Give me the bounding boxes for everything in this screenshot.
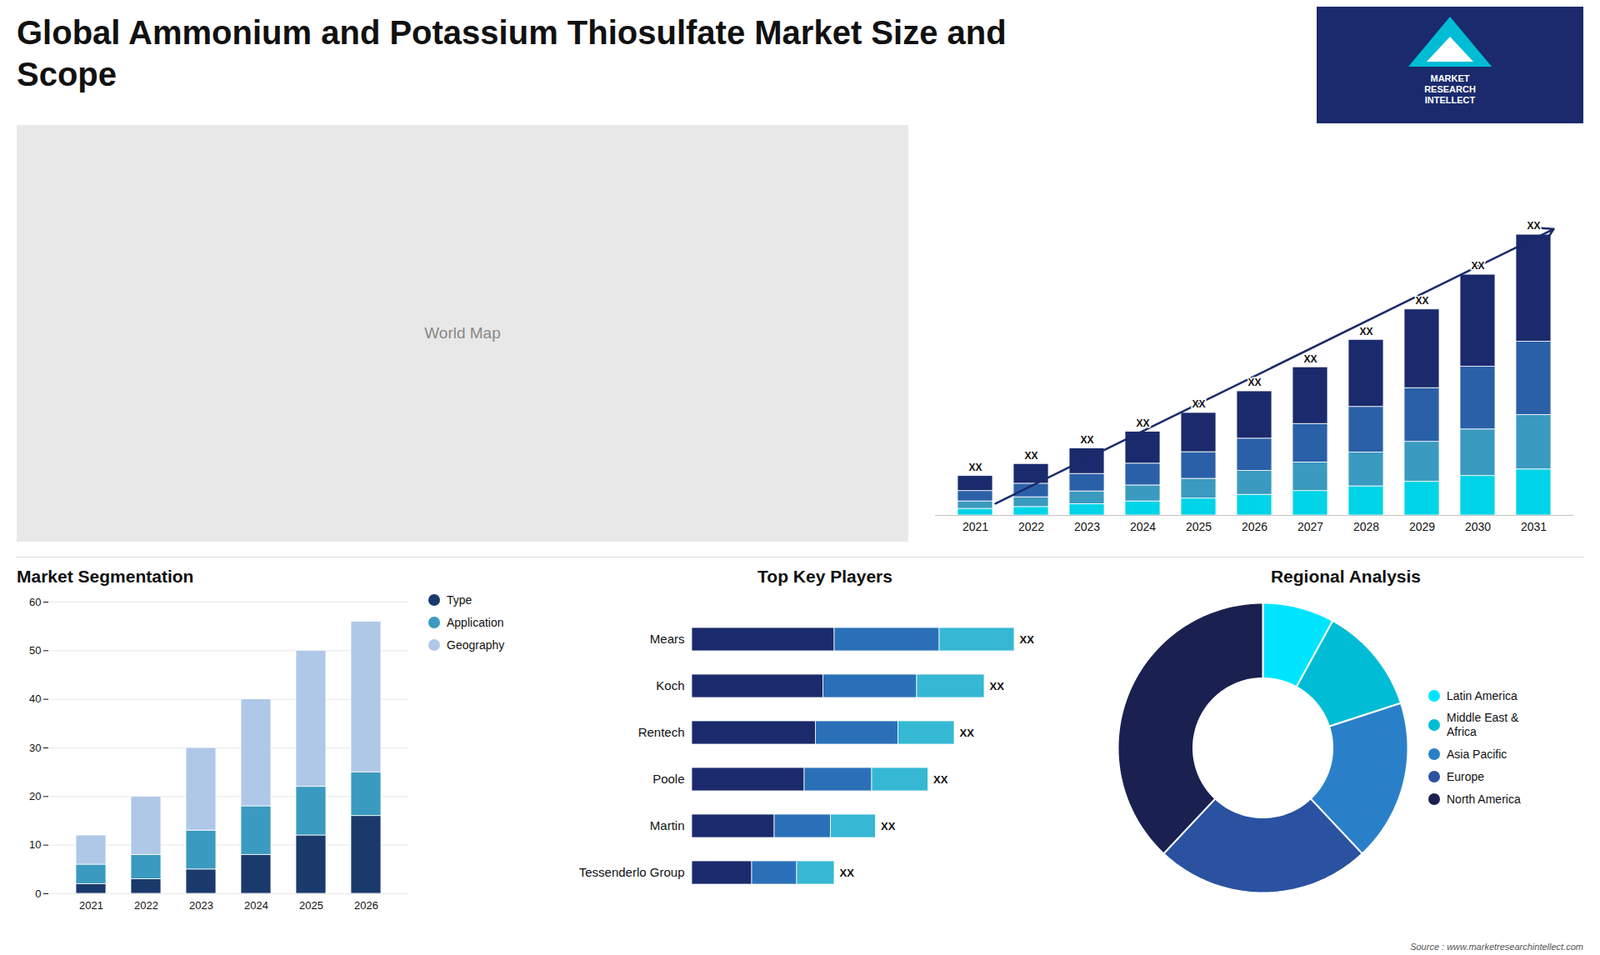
html-text:Application: Application xyxy=(446,615,504,629)
svg-text:Koch: Koch xyxy=(655,678,685,693)
svg-text:XX: XX xyxy=(1470,260,1485,272)
svg-text:XX: XX xyxy=(1020,633,1035,646)
html-text:Europe: Europe xyxy=(1446,769,1485,784)
svg-text:2029: 2029 xyxy=(1409,520,1435,534)
html-text:Type: Type xyxy=(446,593,472,607)
svg-text:2027: 2027 xyxy=(1297,520,1324,534)
svg-text:2021: 2021 xyxy=(962,520,989,534)
svg-text:XX: XX xyxy=(1247,376,1261,389)
svg-text:2021: 2021 xyxy=(79,899,104,912)
svg-text:Poole: Poole xyxy=(652,771,685,786)
html-text:Middle East & Africa: Middle East & Africa xyxy=(1446,711,1519,739)
svg-text:2023: 2023 xyxy=(1074,520,1100,534)
svg-text:2022: 2022 xyxy=(134,899,159,912)
svg-text:XX: XX xyxy=(1303,353,1317,365)
svg-text:XX: XX xyxy=(1359,325,1373,338)
svg-text:50: 50 xyxy=(29,644,41,657)
html-text:MARKET RESEARCH INTELLECT: MARKET RESEARCH INTELLECT xyxy=(1424,73,1476,106)
html-text:Asia Pacific: Asia Pacific xyxy=(1446,747,1507,761)
svg-text:Tessenderlo Group: Tessenderlo Group xyxy=(579,865,685,880)
svg-text:XX: XX xyxy=(960,726,975,740)
svg-text:XX: XX xyxy=(1526,220,1540,232)
svg-text:XX: XX xyxy=(1415,295,1429,307)
html-text:Source : www.marketresearchint: Source : www.marketresearchintellect.com xyxy=(1410,941,1584,952)
svg-text:2022: 2022 xyxy=(1018,520,1045,534)
svg-text:2024: 2024 xyxy=(1130,520,1156,534)
svg-text:XX: XX xyxy=(840,866,855,880)
svg-text:30: 30 xyxy=(29,741,41,755)
html-text:North America: North America xyxy=(1446,792,1521,806)
svg-text:XX: XX xyxy=(1191,398,1205,410)
html-text:Market Segmentation: Market Segmentation xyxy=(16,566,194,586)
svg-text:2025: 2025 xyxy=(299,899,324,912)
svg-text:XX: XX xyxy=(933,773,949,786)
svg-text:60: 60 xyxy=(29,595,41,609)
svg-text:40: 40 xyxy=(29,692,41,705)
svg-text:Mears: Mears xyxy=(650,631,685,646)
svg-text:Rentech: Rentech xyxy=(638,725,685,740)
html-text:Geography: Geography xyxy=(446,638,505,652)
html-text:Global Ammonium and Potassium: Global Ammonium and Potassium Thiosulfat… xyxy=(16,14,1007,93)
svg-text:0: 0 xyxy=(35,887,41,900)
svg-text:2026: 2026 xyxy=(1241,520,1268,534)
svg-text:XX: XX xyxy=(1024,450,1038,462)
svg-text:XX: XX xyxy=(880,820,896,833)
svg-text:2028: 2028 xyxy=(1353,520,1380,534)
svg-text:XX: XX xyxy=(990,680,1005,693)
svg-text:XX: XX xyxy=(968,461,982,474)
svg-text:2030: 2030 xyxy=(1465,520,1491,534)
svg-text:2025: 2025 xyxy=(1185,520,1212,534)
svg-text:20: 20 xyxy=(29,790,41,803)
html-text:Latin America: Latin America xyxy=(1446,688,1518,703)
svg-text:2024: 2024 xyxy=(244,899,269,912)
html-text:Regional Analysis: Regional Analysis xyxy=(1270,566,1421,586)
svg-text:XX: XX xyxy=(1135,417,1150,430)
svg-text:2026: 2026 xyxy=(354,899,379,912)
svg-text:2031: 2031 xyxy=(1520,520,1547,534)
html-text:World Map: World Map xyxy=(424,324,501,342)
svg-text:Martin: Martin xyxy=(650,818,685,833)
html-text:Top Key Players: Top Key Players xyxy=(757,566,893,586)
svg-text:10: 10 xyxy=(29,838,41,851)
svg-text:XX: XX xyxy=(1080,434,1094,446)
svg-text:2023: 2023 xyxy=(189,899,214,912)
